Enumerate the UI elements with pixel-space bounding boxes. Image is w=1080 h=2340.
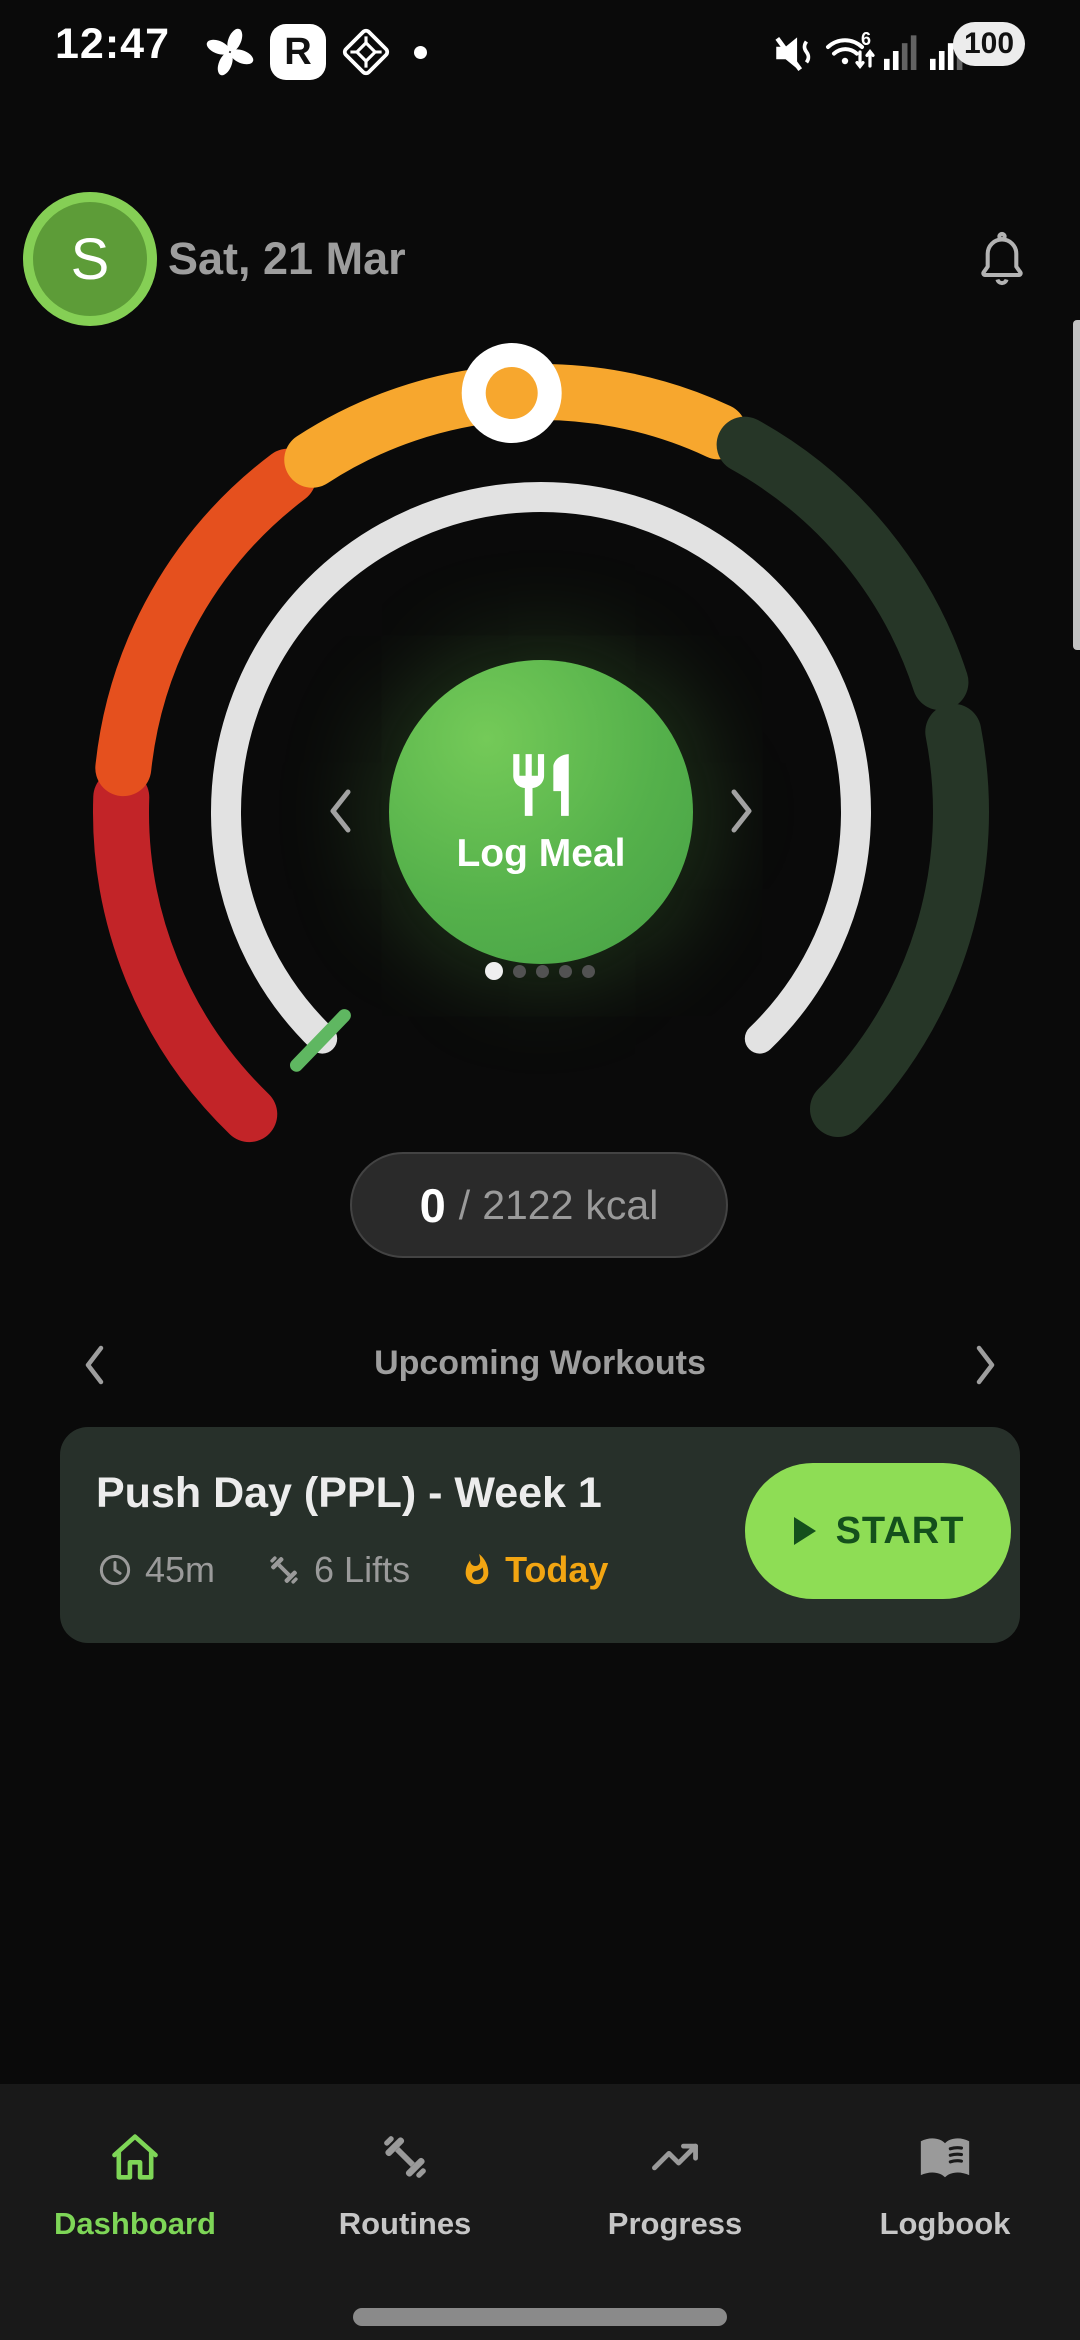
nav-label: Routines: [338, 2206, 472, 2241]
calorie-gauge: [93, 343, 989, 1143]
bell-icon[interactable]: [972, 228, 1032, 290]
calories-goal: 2122: [482, 1181, 574, 1228]
calories-consumed: 0: [419, 1178, 446, 1232]
status-bar: 12:47 R 6: [0, 0, 1080, 90]
wifi-6-icon: 6: [826, 29, 875, 69]
calories-divider: /: [458, 1181, 471, 1228]
chevron-left-icon: [330, 789, 351, 833]
r-app-icon: R: [270, 24, 326, 80]
calorie-summary-pill: 0 / 2122 kcal: [350, 1152, 728, 1258]
workout-lifts: 6 Lifts: [265, 1549, 410, 1591]
avatar[interactable]: S: [23, 192, 157, 326]
bottom-navigation: Dashboard Routines Progress: [0, 2084, 1080, 2340]
gauge-marker-center: [485, 367, 538, 420]
restaurant-icon: [513, 754, 569, 816]
nav-label: Logbook: [879, 2206, 1011, 2241]
upcoming-workouts-header: Upcoming Workouts: [0, 1330, 1080, 1400]
nav-label: Dashboard: [54, 2206, 216, 2241]
workouts-next-button[interactable]: [968, 1344, 1004, 1386]
carousel-dot[interactable]: [582, 964, 595, 978]
signal-icon: [884, 35, 917, 70]
carousel-dots[interactable]: [0, 962, 1080, 980]
gauge-segment-orange: [95, 448, 317, 797]
diamond-icon: [342, 28, 390, 76]
carousel-dot[interactable]: [485, 962, 503, 980]
nav-label: Progress: [607, 2206, 743, 2241]
mute-vibrate-icon: [775, 37, 811, 72]
workout-duration: 45m: [96, 1549, 215, 1591]
chevron-left-icon: [85, 1345, 104, 1385]
home-icon: [112, 2134, 158, 2180]
section-title: Upcoming Workouts: [374, 1344, 706, 1382]
workout-meta: 45m 6 Lifts Today: [96, 1549, 608, 1591]
carousel-dot[interactable]: [513, 964, 526, 978]
workout-card[interactable]: Push Day (PPL) - Week 1 45m 6 Lifts: [60, 1427, 1020, 1643]
workout-when-badge: Today: [460, 1549, 608, 1591]
clock-time: 12:47: [55, 20, 170, 68]
notification-dot: [414, 46, 427, 59]
chevron-right-icon: [731, 789, 752, 833]
fan-icon: [206, 28, 254, 76]
home-indicator[interactable]: [353, 2308, 727, 2326]
gauge-progress-tick: [289, 1009, 351, 1072]
svg-text:6: 6: [861, 29, 871, 49]
play-icon: [793, 1517, 816, 1545]
battery-indicator: 100: [953, 22, 1025, 66]
clock-icon: [99, 1554, 131, 1586]
carousel-next-button[interactable]: [722, 780, 762, 842]
dumbbell-icon: [384, 2136, 426, 2178]
trending-up-icon: [652, 2143, 698, 2171]
chevron-right-icon: [976, 1345, 995, 1385]
calories-unit: kcal: [585, 1181, 659, 1228]
gauge-segment-green-upper: [716, 416, 969, 711]
header-date: Sat, 21 Mar: [168, 233, 406, 284]
nav-item-logbook[interactable]: Logbook: [810, 2084, 1080, 2340]
nav-item-dashboard[interactable]: Dashboard: [0, 2084, 270, 2340]
flame-icon: [465, 1553, 489, 1585]
gauge-segment-green-lower: [809, 703, 989, 1137]
start-workout-button[interactable]: START: [745, 1463, 1011, 1599]
open-book-icon: [920, 2138, 970, 2178]
nav-item-progress[interactable]: Progress: [540, 2084, 810, 2340]
carousel-prev-button[interactable]: [320, 780, 360, 842]
dumbbell-icon: [270, 1556, 298, 1584]
gauge-segment-red: [93, 769, 278, 1143]
nav-item-routines[interactable]: Routines: [270, 2084, 540, 2340]
log-meal-label: Log Meal: [456, 832, 626, 875]
workouts-prev-button[interactable]: [76, 1344, 112, 1386]
carousel-dot[interactable]: [559, 964, 572, 978]
scrollbar-thumb[interactable]: [1073, 320, 1080, 650]
gauge-track: [211, 482, 871, 1054]
workout-title: Push Day (PPL) - Week 1: [96, 1469, 602, 1517]
log-meal-button[interactable]: Log Meal: [389, 660, 693, 964]
carousel-dot[interactable]: [536, 964, 549, 978]
